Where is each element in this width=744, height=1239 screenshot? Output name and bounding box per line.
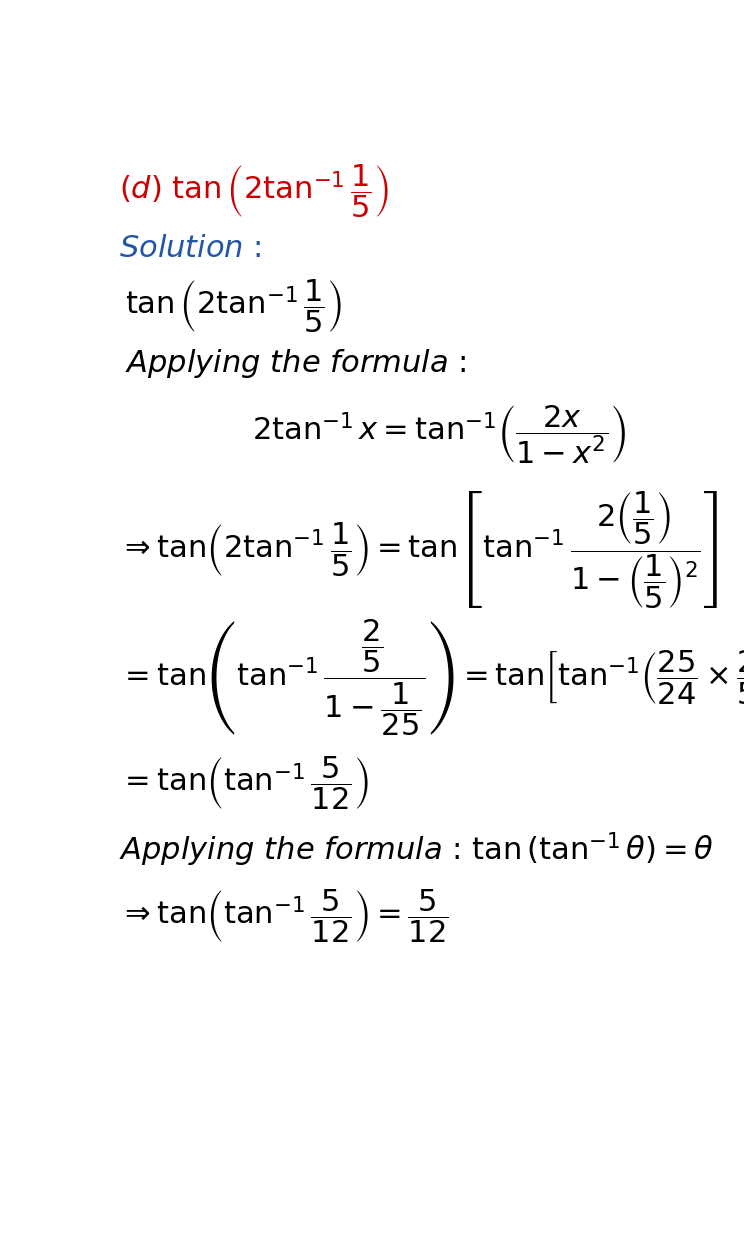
Text: $\mathit{Applying\ the\ formula}$ : $\tan\left(\tan^{-1}\theta\right) = \theta$: $\mathit{Applying\ the\ formula}$ : $\ta… [119, 830, 714, 869]
Text: $2\tan^{-1}x = \tan^{-1}\!\left(\dfrac{2x}{1-x^2}\right)$: $2\tan^{-1}x = \tan^{-1}\!\left(\dfrac{2… [251, 404, 626, 466]
Text: $(d)$ $\tan\left(2\tan^{-1}\dfrac{1}{5}\right)$: $(d)$ $\tan\left(2\tan^{-1}\dfrac{1}{5}\… [119, 162, 389, 221]
Text: $\mathit{Solution}$ :: $\mathit{Solution}$ : [119, 234, 262, 264]
Text: $\tan\left(2\tan^{-1}\dfrac{1}{5}\right)$: $\tan\left(2\tan^{-1}\dfrac{1}{5}\right)… [125, 278, 342, 335]
Text: $\mathit{Applying\ the\ formula}$ :: $\mathit{Applying\ the\ formula}$ : [125, 347, 466, 380]
Text: $= \tan\!\left(\tan^{-1}\dfrac{\dfrac{2}{5}}{1-\dfrac{1}{25}}\right) = \tan\!\le: $= \tan\!\left(\tan^{-1}\dfrac{\dfrac{2}… [119, 618, 744, 738]
Text: $= \tan\!\left(\tan^{-1}\dfrac{5}{12}\right)$: $= \tan\!\left(\tan^{-1}\dfrac{5}{12}\ri… [119, 755, 369, 812]
Text: $\Rightarrow \tan\!\left(2\tan^{-1}\dfrac{1}{5}\right) = \tan\!\left[\tan^{-1}\d: $\Rightarrow \tan\!\left(2\tan^{-1}\dfra… [119, 489, 718, 610]
Text: $\Rightarrow \tan\!\left(\tan^{-1}\dfrac{5}{12}\right) = \dfrac{5}{12}$: $\Rightarrow \tan\!\left(\tan^{-1}\dfrac… [119, 888, 449, 945]
